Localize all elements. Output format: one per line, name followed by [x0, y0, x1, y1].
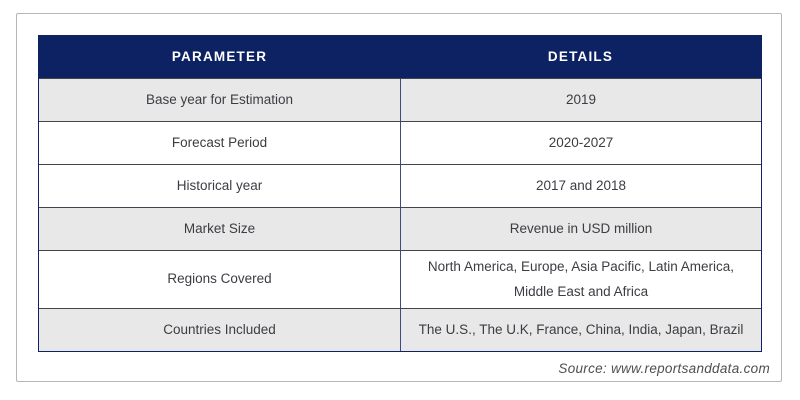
parameter-cell: Forecast Period: [171, 134, 268, 150]
parameter-column-header: PARAMETER: [171, 48, 268, 64]
parameter-cell: Base year for Estimation: [145, 91, 294, 107]
source-attribution: Source: www.reportsanddata.com: [558, 361, 770, 376]
table-row: Forecast Period 2020-2027: [39, 121, 761, 164]
table-body: Base year for Estimation 2019 Forecast Per…: [39, 78, 761, 351]
details-column-header: DETAILS: [547, 48, 614, 64]
details-cell: North America, Europe, Asia Pacific, Lat…: [400, 251, 761, 308]
parameter-cell: Countries Included: [163, 321, 276, 337]
table-row: Historical year 2017 and 2018: [39, 164, 761, 207]
details-cell: Revenue in USD million: [400, 208, 761, 250]
details-cell: 2020-2027: [400, 122, 761, 164]
table-row: Base year for Estimation 2019: [39, 78, 761, 121]
details-cell: 2017 and 2018: [400, 165, 761, 207]
market-report-scope-table: PARAMETER DETAILS Base year for Estimati…: [38, 35, 762, 352]
table-header-row: PARAMETER DETAILS: [39, 36, 761, 78]
details-cell: 2019: [400, 79, 761, 121]
table-row: Countries Included The U.S., The U.K, Fra…: [39, 308, 761, 351]
table-row: Market Size Revenue in USD million: [39, 207, 761, 250]
parameter-cell: Regions Covered: [167, 271, 272, 287]
details-cell: The U.S., The U.K, France, China, India,…: [400, 309, 761, 351]
table-row: Regions Covered North America, Europe, As…: [39, 250, 761, 308]
parameter-cell: Historical year: [176, 177, 263, 193]
parameter-cell: Market Size: [183, 220, 256, 236]
